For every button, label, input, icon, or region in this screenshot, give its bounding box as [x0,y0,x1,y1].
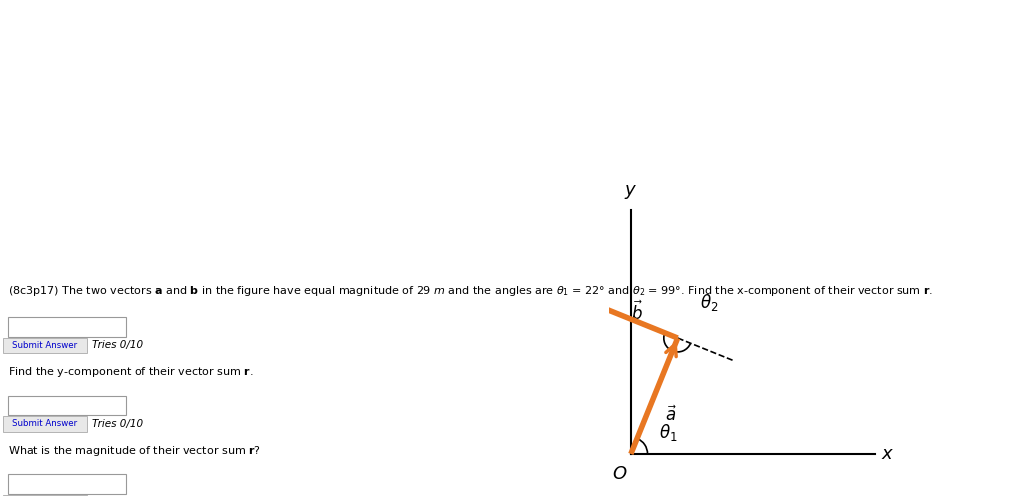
Text: Tries 0/10: Tries 0/10 [92,340,143,350]
Text: Submit Answer: Submit Answer [12,420,78,429]
Text: Tries 0/10: Tries 0/10 [92,419,143,429]
FancyBboxPatch shape [3,338,87,353]
Text: $\vec{b}$: $\vec{b}$ [631,300,643,323]
Bar [8,317,126,337]
Bar [8,474,126,494]
Text: $y$: $y$ [625,183,638,201]
Text: What is the magnitude of their vector sum $\mathbf{r}$?: What is the magnitude of their vector su… [8,443,261,458]
Text: $x$: $x$ [881,445,894,463]
Text: Find the y-component of their vector sum $\mathbf{r}$.: Find the y-component of their vector sum… [8,365,254,379]
FancyBboxPatch shape [3,416,87,432]
Bar [8,396,126,415]
Text: $\theta_2$: $\theta_2$ [700,292,718,313]
Text: $O$: $O$ [612,465,628,483]
Text: $\vec{a}$: $\vec{a}$ [666,406,677,425]
FancyBboxPatch shape [3,495,87,496]
Text: $\theta_1$: $\theta_1$ [658,422,677,443]
Text: Submit Answer: Submit Answer [12,341,78,350]
Text: (8c3p17) The two vectors $\mathbf{a}$ and $\mathbf{b}$ in the figure have equal : (8c3p17) The two vectors $\mathbf{a}$ an… [8,284,934,298]
